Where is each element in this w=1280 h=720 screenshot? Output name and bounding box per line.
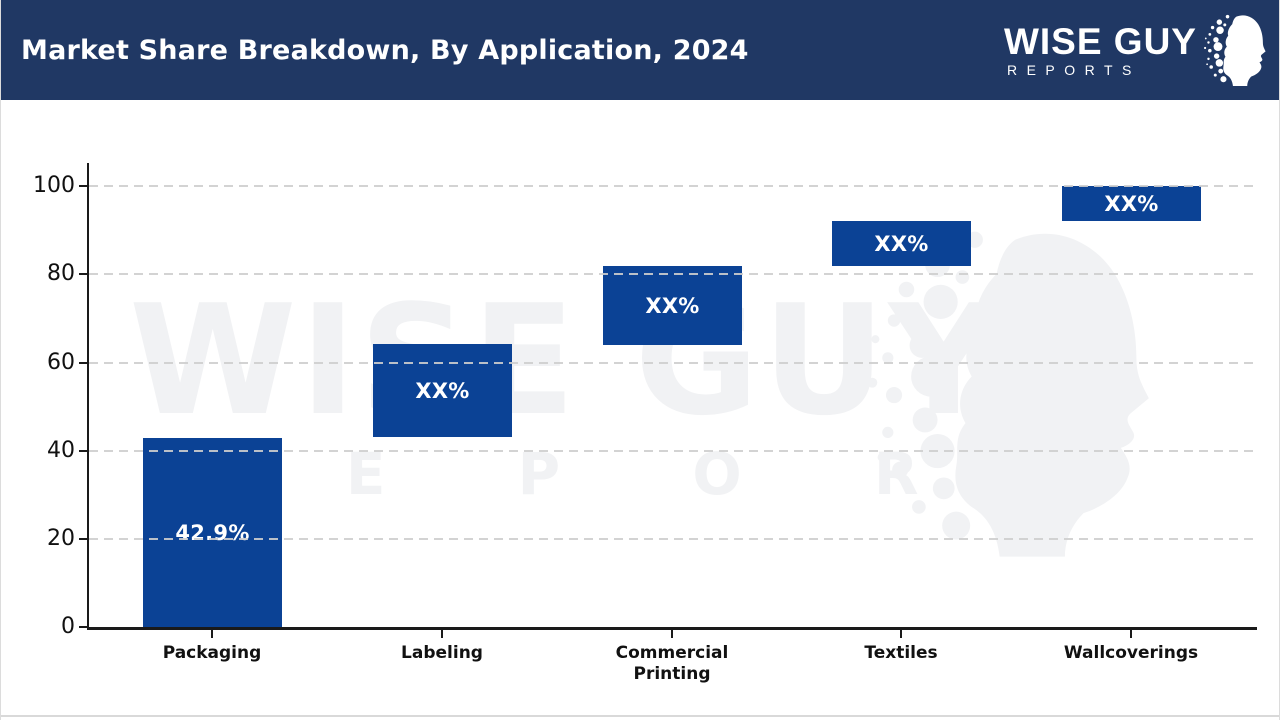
x-tick-mark-textiles [900, 630, 902, 638]
plot-area: 0 20 40 60 80 100 42.9% XX% XX% XX% XX% Packaging La… [1, 100, 1279, 720]
bar-textiles: XX% [832, 221, 971, 266]
y-tick-label-80: 80 [47, 261, 75, 287]
y-tick-label-100: 100 [33, 173, 75, 199]
bar-value-label-labeling: XX% [415, 378, 470, 403]
wiseguy-logo: WISE GUY REPORTS [1003, 11, 1279, 89]
bar-value-label-commercial-printing: XX% [645, 293, 700, 318]
chart-canvas: WISE GUY R E P O R T S 02040608010042.9%… [1, 100, 1279, 720]
x-tick-mark-packaging [211, 630, 213, 638]
gridline-20 [89, 537, 1257, 540]
x-axis-label-packaging: Packaging [162, 643, 262, 663]
x-axis-label-commercial-printing: Commercial Printing [615, 643, 729, 684]
y-tick-label-60: 60 [47, 349, 75, 375]
bar-value-label-packaging: 42.9% [175, 520, 250, 545]
x-axis-label-wallcoverings: Wallcoverings [1063, 643, 1199, 663]
bar-labeling: XX% [373, 344, 512, 437]
bar-wallcoverings: XX% [1062, 186, 1201, 221]
y-tick-label-20: 20 [47, 525, 75, 551]
y-tick-mark-40 [79, 449, 88, 452]
logo-brand-subtitle: REPORTS [1006, 61, 1141, 78]
bar-packaging: 42.9% [143, 438, 282, 627]
y-tick-label-0: 0 [61, 614, 75, 639]
wiseguy-logo-text: WISE GUY REPORTS [1003, 20, 1197, 78]
x-tick-mark-commercial-printing [671, 630, 673, 638]
x-tick-mark-wallcoverings [1130, 630, 1132, 638]
y-tick-mark-60 [79, 361, 88, 364]
y-tick-mark-20 [79, 537, 88, 540]
bar-commercial-printing: XX% [603, 266, 742, 345]
y-tick-mark-0 [79, 626, 88, 628]
bar-value-label-textiles: XX% [874, 231, 929, 256]
y-axis-line [87, 163, 89, 630]
gridline-80 [89, 273, 1257, 276]
logo-brand-name: WISE GUY [1003, 20, 1197, 62]
x-axis-label-textiles: Textiles [864, 643, 938, 663]
gridline-40 [89, 449, 1257, 452]
gridline-100 [89, 185, 1257, 188]
y-tick-mark-80 [79, 273, 88, 276]
page-title: Market Share Breakdown, By Application, … [21, 34, 749, 66]
x-axis-line [87, 627, 1257, 630]
gridline-60 [89, 361, 1257, 364]
page-bottom-divider [1, 715, 1279, 717]
y-tick-label-40: 40 [47, 437, 75, 463]
y-tick-mark-100 [79, 185, 88, 188]
header-banner: Market Share Breakdown, By Application, … [1, 0, 1279, 100]
wiseguy-face-icon [1203, 14, 1266, 87]
bar-value-label-wallcoverings: XX% [1104, 191, 1159, 216]
x-axis-label-labeling: Labeling [401, 643, 483, 663]
x-tick-mark-labeling [441, 630, 443, 638]
